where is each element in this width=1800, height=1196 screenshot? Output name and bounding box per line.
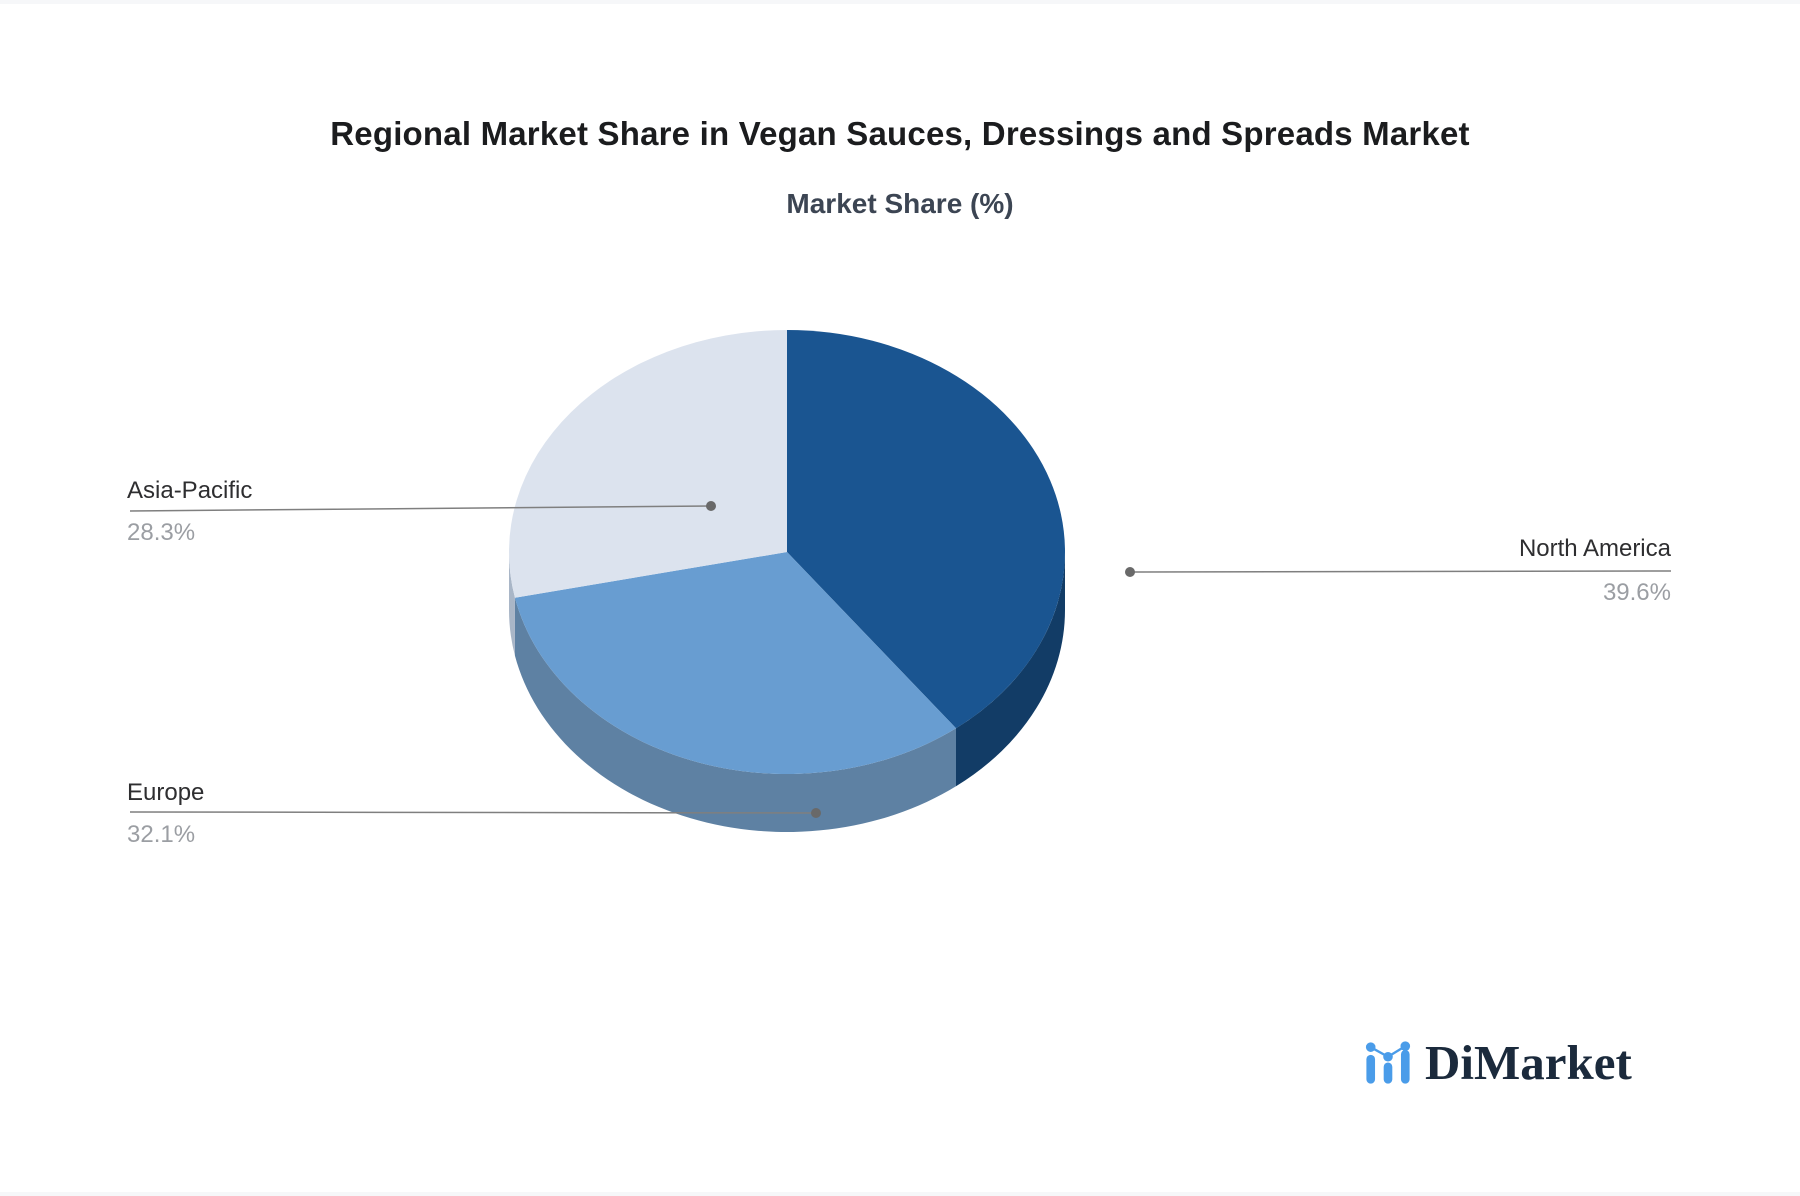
slice-label-europe: Europe [127,779,205,806]
slice-percent-asia-pacific: 28.3% [127,519,196,546]
dimarket-logo[interactable]: DiMarket [1364,1038,1632,1087]
pie-slice-north-america[interactable] [787,330,1066,729]
pie-slice-side-europe [514,597,957,832]
leader-line-north-america [1129,570,1672,573]
chart-title: Regional Market Share in Vegan Sauces, D… [330,115,1470,152]
leader-line-asia-pacific [129,505,712,512]
leader-dot-asia-pacific [706,501,716,511]
chart-subtitle: Market Share (%) [786,188,1014,219]
pie-slice-side-asia-pacific [509,552,515,656]
top-edge-strip [0,0,1800,4]
pie-slice-asia-pacific[interactable] [509,330,787,598]
bar-line-chart-icon [1365,1041,1411,1084]
slice-percent-europe: 32.1% [127,821,196,848]
slice-label-asia-pacific: Asia-Pacific [127,477,253,504]
leader-dot-europe [811,808,821,818]
logo-text: DiMarket [1425,1035,1632,1090]
slice-percent-north-america: 39.6% [1602,579,1671,606]
slice-label-north-america: North America [1518,535,1671,562]
bottom-edge-strip [0,1192,1800,1196]
pie-slice-side-north-america [956,552,1065,787]
leader-line-europe [129,811,817,814]
pie-slice-europe[interactable] [514,552,957,774]
leader-dot-north-america [1125,567,1135,577]
